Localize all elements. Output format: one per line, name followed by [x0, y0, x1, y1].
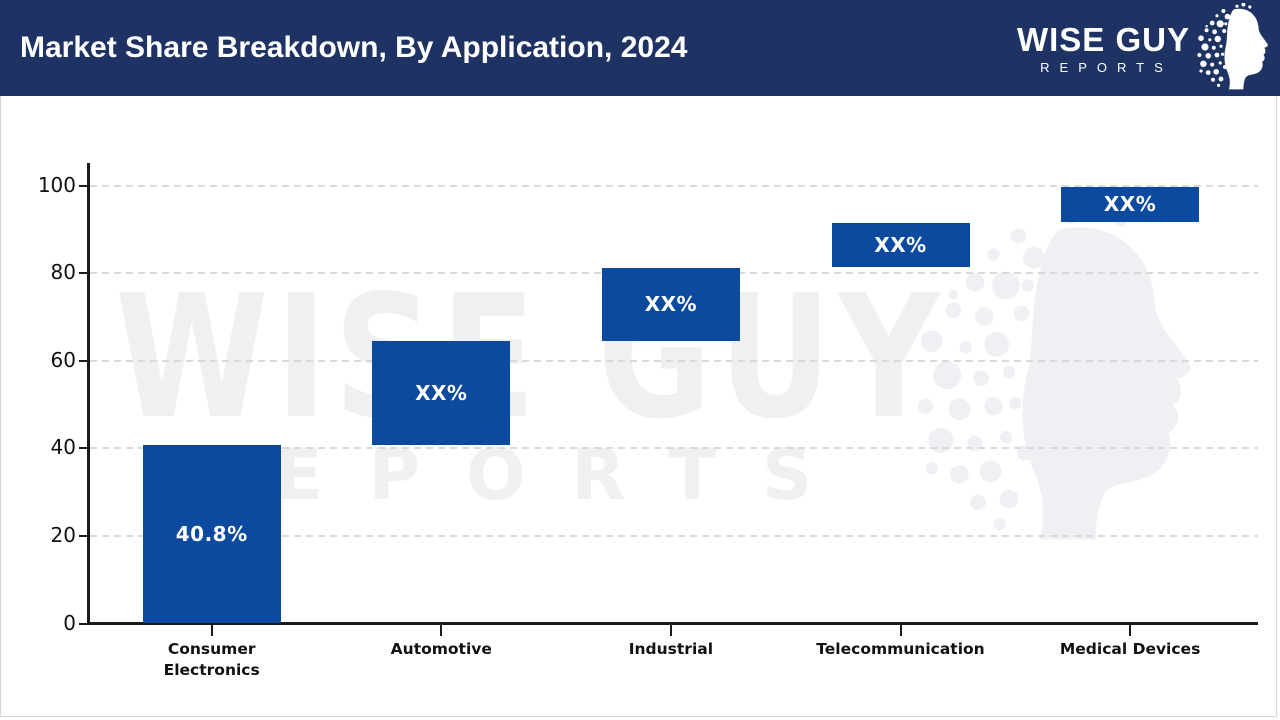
bar-value-label: XX%	[644, 292, 698, 317]
bar-value-label: XX%	[874, 233, 927, 258]
watermark-text-line2: REPORTS	[175, 434, 859, 516]
y-tick-mark	[79, 184, 88, 187]
gridline-100	[90, 184, 1258, 187]
logo-text: WISE GUY REPORTS	[1017, 23, 1190, 75]
bar-value-label: 40.8%	[175, 522, 248, 547]
gridline-20	[90, 534, 1258, 537]
y-tick-label: 60	[50, 347, 76, 372]
y-tick-mark	[79, 534, 88, 537]
gridline-60	[90, 359, 1258, 362]
y-tick-mark	[79, 622, 88, 625]
bar-value-label: XX%	[415, 380, 468, 405]
logo-head-icon	[1197, 3, 1268, 90]
x-tick-mark	[1129, 625, 1132, 636]
y-tick-mark	[79, 447, 88, 450]
x-tick-mark	[440, 625, 443, 636]
bar-automotive: XX%	[372, 340, 511, 445]
y-tick-label: 80	[50, 260, 76, 285]
logo-text-line1: WISE GUY	[1016, 21, 1190, 59]
watermark-text-line1: WISE GUY	[115, 259, 946, 457]
x-axis-line	[87, 622, 1258, 625]
figure-border	[0, 96, 1277, 717]
y-tick-mark	[79, 359, 88, 362]
header-bar: Market Share Breakdown, By Application, …	[0, 0, 1280, 96]
y-tick-label: 0	[63, 610, 76, 635]
x-tick-mark	[210, 625, 213, 636]
x-axis-label-medical-devices: Medical Devices	[1059, 640, 1201, 658]
bar-medical-devices: XX%	[1061, 186, 1200, 222]
y-tick-label: 40	[50, 435, 76, 460]
x-tick-mark	[899, 625, 902, 636]
x-axis-label-consumer-electronics: Consumer Electronics	[163, 640, 260, 679]
gridline-40	[90, 447, 1258, 450]
bar-telecommunication: XX%	[831, 223, 970, 267]
y-tick-mark	[79, 272, 88, 275]
chart-title: Market Share Breakdown, By Application, …	[20, 31, 688, 64]
x-axis-label-industrial: Industrial	[628, 640, 714, 658]
bar-value-label: XX%	[1103, 192, 1157, 217]
x-axis-label-telecommunication: Telecommunication	[816, 640, 985, 658]
wise-guy-reports-logo: WISE GUY REPORTS	[1017, 3, 1272, 95]
y-tick-label: 20	[50, 522, 76, 547]
x-axis-label-automotive: Automotive	[390, 640, 492, 658]
logo-text-line2: REPORTS	[1040, 59, 1173, 75]
x-tick-mark	[669, 625, 672, 636]
bar-industrial: XX%	[601, 267, 740, 341]
bar-consumer-electronics: 40.8%	[142, 444, 281, 624]
y-axis-line	[87, 163, 90, 624]
y-tick-label: 100	[37, 172, 76, 197]
